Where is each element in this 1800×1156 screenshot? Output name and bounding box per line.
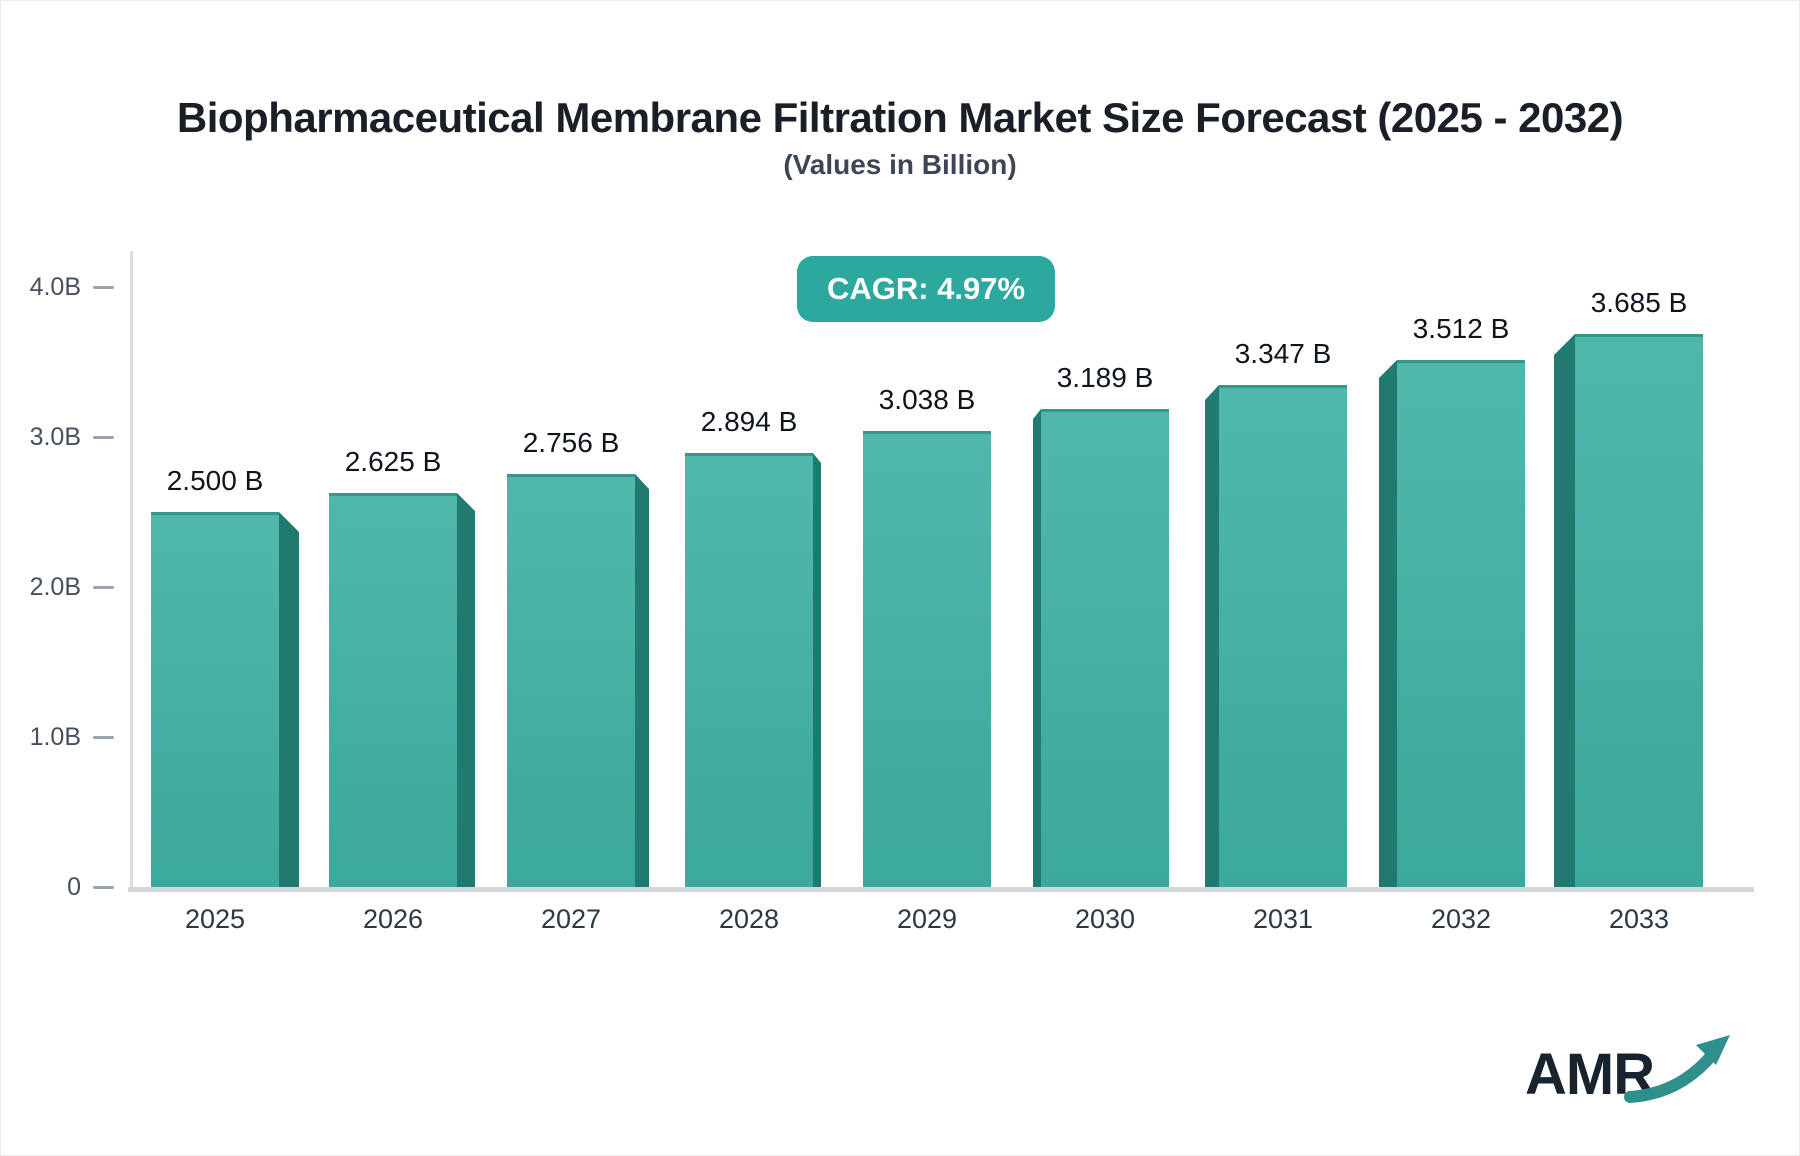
chart-subtitle: (Values in Billion) <box>783 149 1017 180</box>
bar-value-label: 3.189 B <box>1056 362 1154 393</box>
bar-side-face <box>457 493 475 887</box>
bar-side-face <box>635 474 649 887</box>
bar-2025 <box>151 512 279 887</box>
x-tick-label-2032: 2032 <box>1430 904 1492 934</box>
amr-logo: AMR <box>1525 1035 1732 1105</box>
bar-value-label: 3.347 B <box>1234 338 1332 369</box>
bar-side-face <box>1554 334 1575 887</box>
x-tick-label-2026: 2026 <box>362 904 424 934</box>
bar-value-label: 2.625 B <box>344 446 442 477</box>
bar-2030 <box>1041 409 1169 887</box>
cagr-badge: CAGR: 4.97% <box>796 256 1056 322</box>
x-tick-label-2025: 2025 <box>184 904 246 934</box>
chart-title: Biopharmaceutical Membrane Filtration Ma… <box>176 94 1624 141</box>
bar-value-label: 3.685 B <box>1590 287 1688 318</box>
bar-2031 <box>1219 385 1347 887</box>
bar-side-face <box>1205 385 1219 887</box>
y-tick-label: 0 <box>67 873 81 901</box>
bar-2033 <box>1575 334 1703 887</box>
y-tick-mark <box>93 886 114 889</box>
y-tick-label: 4.0B <box>29 273 81 301</box>
x-tick-label-2031: 2031 <box>1252 904 1314 934</box>
bar-2029 <box>863 431 991 887</box>
y-tick-label: 2.0B <box>29 573 81 601</box>
y-tick-mark <box>93 286 114 289</box>
x-tick-label-2029: 2029 <box>896 904 958 934</box>
bar-value-label: 3.512 B <box>1412 313 1510 344</box>
growth-arrow-icon <box>1624 1035 1731 1103</box>
bar-side-face <box>1379 360 1397 887</box>
bar-2027 <box>507 474 635 887</box>
x-tick-label-2030: 2030 <box>1074 904 1136 934</box>
bar-value-label: 3.038 B <box>878 384 976 415</box>
y-tick-mark <box>93 586 114 589</box>
bar-2032 <box>1397 360 1525 887</box>
y-tick-label: 1.0B <box>29 723 81 751</box>
bar-value-label: 2.756 B <box>522 427 620 458</box>
bar-side-face <box>1033 409 1041 887</box>
x-tick-label-2028: 2028 <box>718 904 780 934</box>
x-tick-label-2027: 2027 <box>540 904 602 934</box>
y-tick-label: 3.0B <box>29 423 81 451</box>
y-tick-mark <box>93 736 114 739</box>
bar-side-face <box>279 512 299 887</box>
x-axis-baseline <box>128 887 1754 892</box>
bar-2026 <box>329 493 457 887</box>
x-tick-label-2033: 2033 <box>1608 904 1670 934</box>
bar-value-label: 2.894 B <box>700 406 798 437</box>
y-axis-line <box>130 251 133 891</box>
bar-value-label: 2.500 B <box>166 465 264 496</box>
bar-side-face <box>813 453 821 887</box>
y-tick-mark <box>93 436 114 439</box>
bar-2028 <box>685 453 813 887</box>
